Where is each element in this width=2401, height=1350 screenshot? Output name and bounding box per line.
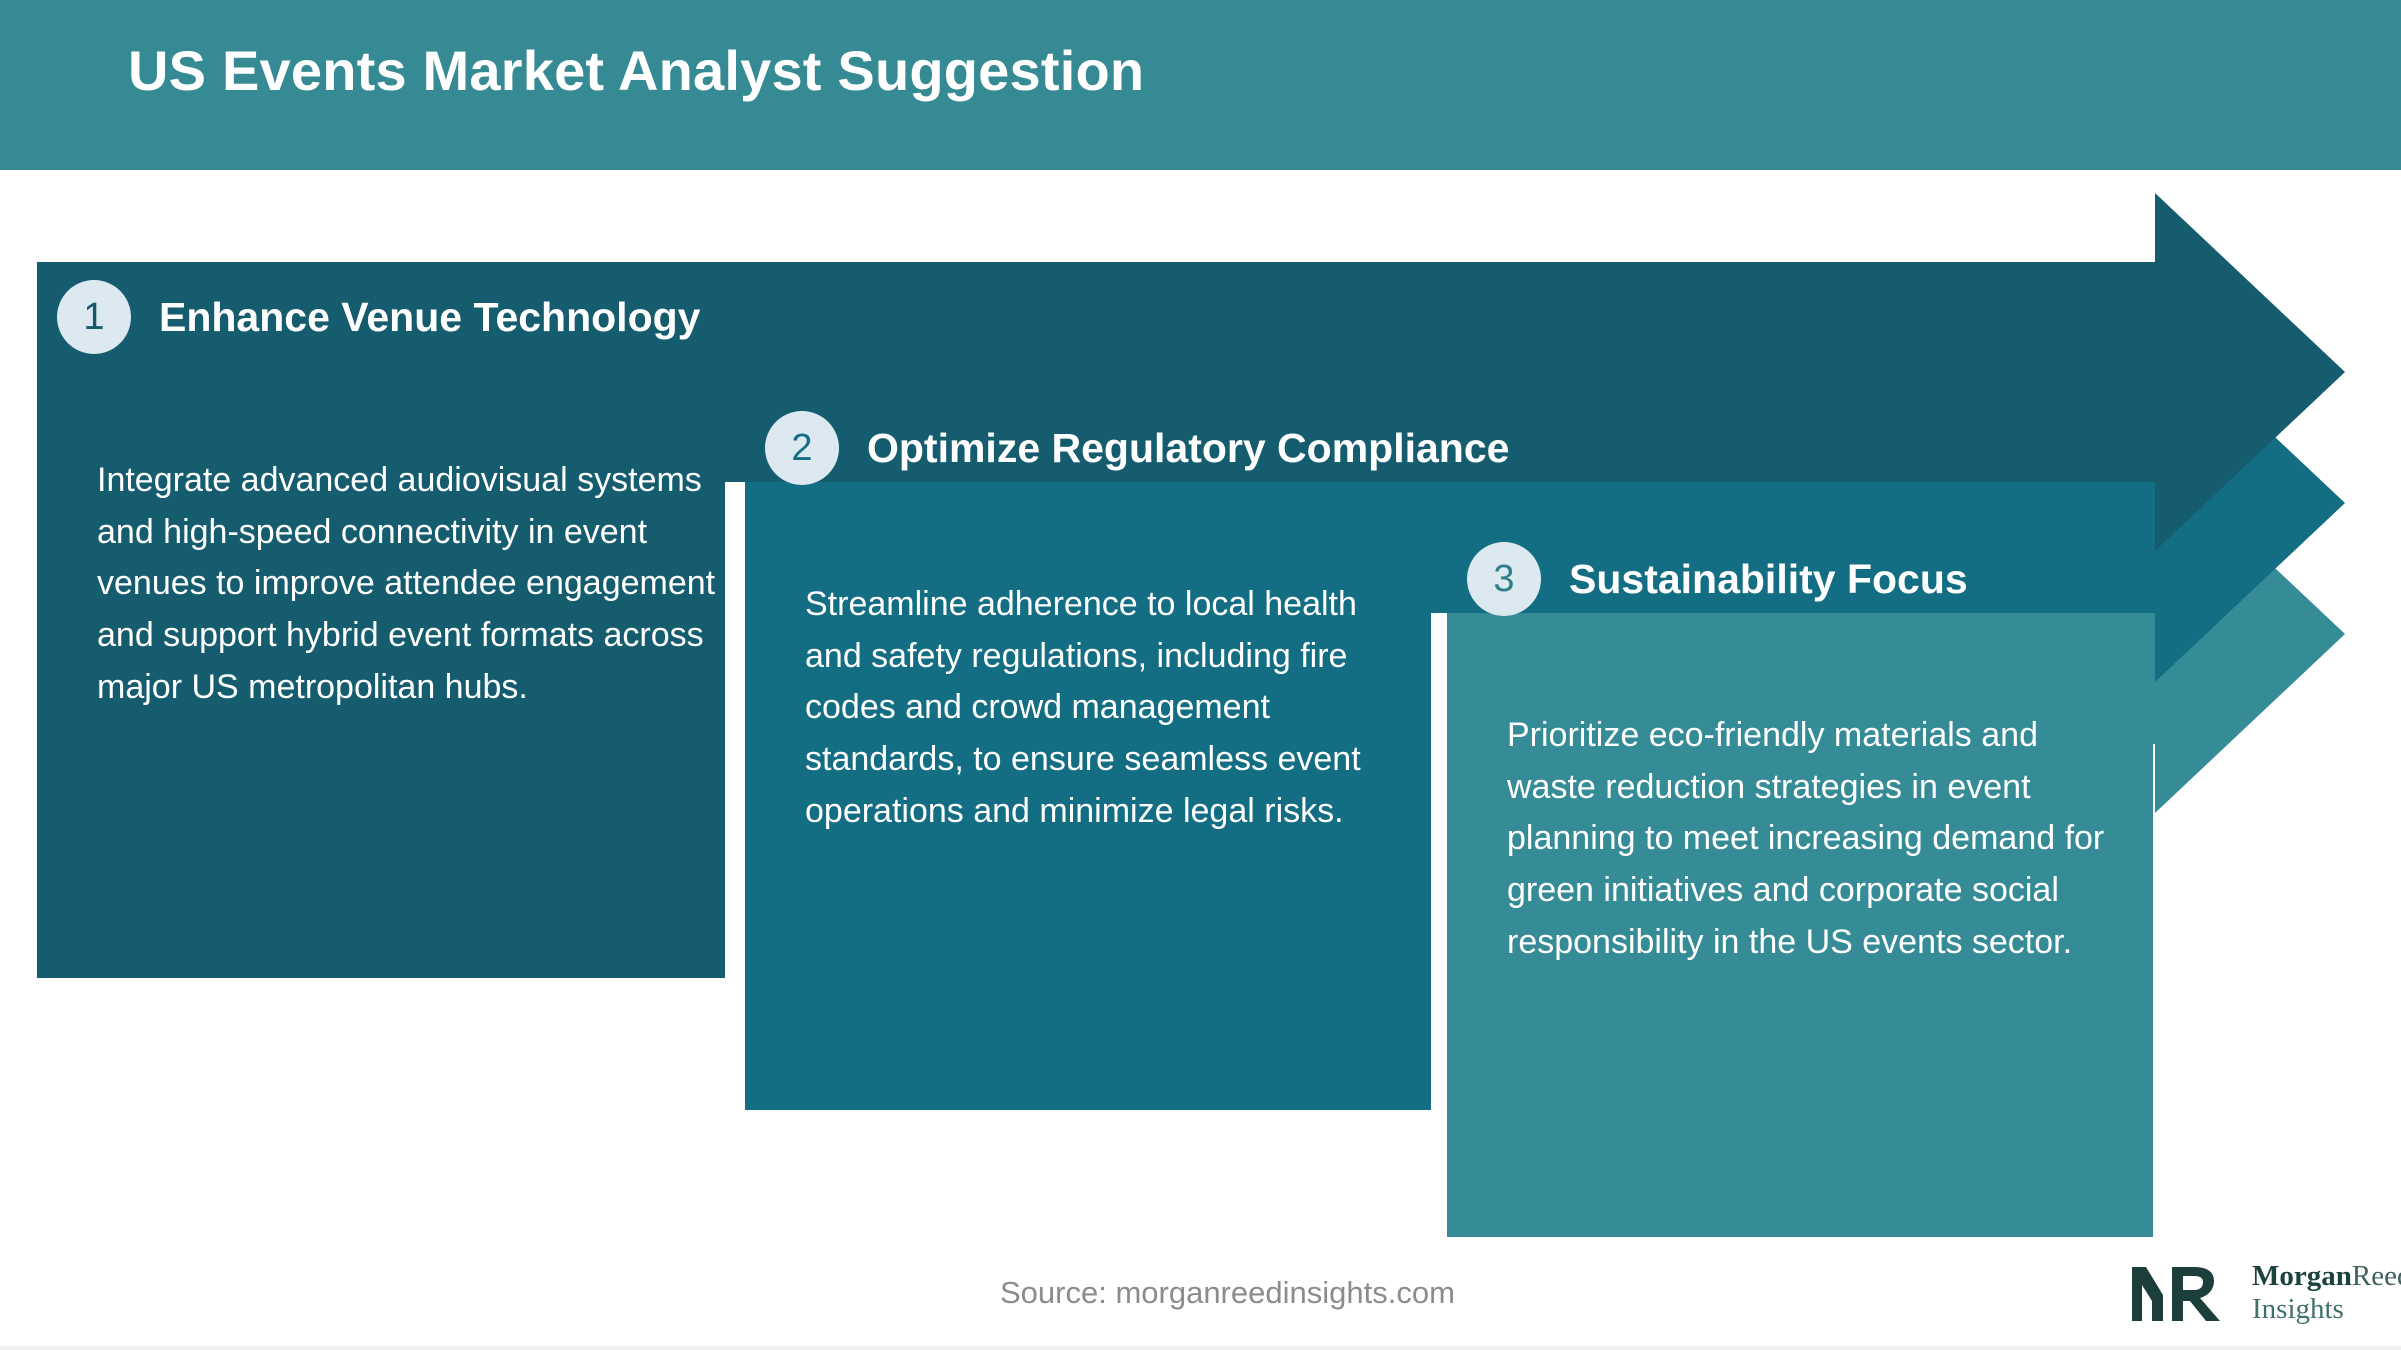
step-header-3: 3 Sustainability Focus bbox=[1467, 524, 1968, 634]
step-body-text-3: Prioritize eco-friendly materials and wa… bbox=[1507, 716, 2114, 961]
mr-monogram-icon bbox=[2132, 1267, 2220, 1321]
bottom-divider bbox=[0, 1346, 2401, 1350]
step-body-card-3: Prioritize eco-friendly materials and wa… bbox=[1447, 650, 2153, 1237]
step-body-card-2: Streamline adherence to local health and… bbox=[745, 519, 1431, 1110]
step-title-1: Enhance Venue Technology bbox=[159, 293, 701, 340]
source-label: Source: morganreedinsights.com bbox=[1000, 1275, 1455, 1310]
step-title-3: Sustainability Focus bbox=[1569, 555, 1968, 602]
step-body-card-1: Integrate advanced audiovisual systems a… bbox=[37, 395, 725, 978]
step-body-text-1: Integrate advanced audiovisual systems a… bbox=[97, 461, 725, 706]
brand-logo: MorganReed Insights bbox=[2128, 1258, 2401, 1328]
brand-logo-text: MorganReed Insights bbox=[2252, 1262, 2401, 1324]
header-band bbox=[0, 0, 2401, 170]
brand-subtitle: Insights bbox=[2252, 1293, 2344, 1325]
step-header-1: 1 Enhance Venue Technology bbox=[57, 262, 700, 372]
step-title-2: Optimize Regulatory Compliance bbox=[867, 424, 1510, 471]
step-number-badge-3: 3 bbox=[1467, 542, 1541, 616]
page-title: US Events Market Analyst Suggestion bbox=[128, 39, 1145, 102]
step-header-2: 2 Optimize Regulatory Compliance bbox=[765, 393, 1509, 503]
brand-name-light: Reed bbox=[2351, 1260, 2401, 1292]
step-number-badge-2: 2 bbox=[765, 411, 839, 485]
step-number-badge-1: 1 bbox=[57, 280, 131, 354]
brand-name-bold: Morgan bbox=[2252, 1260, 2352, 1292]
brand-name: MorganReed bbox=[2252, 1262, 2401, 1291]
step-body-text-2: Streamline adherence to local health and… bbox=[805, 585, 1371, 830]
